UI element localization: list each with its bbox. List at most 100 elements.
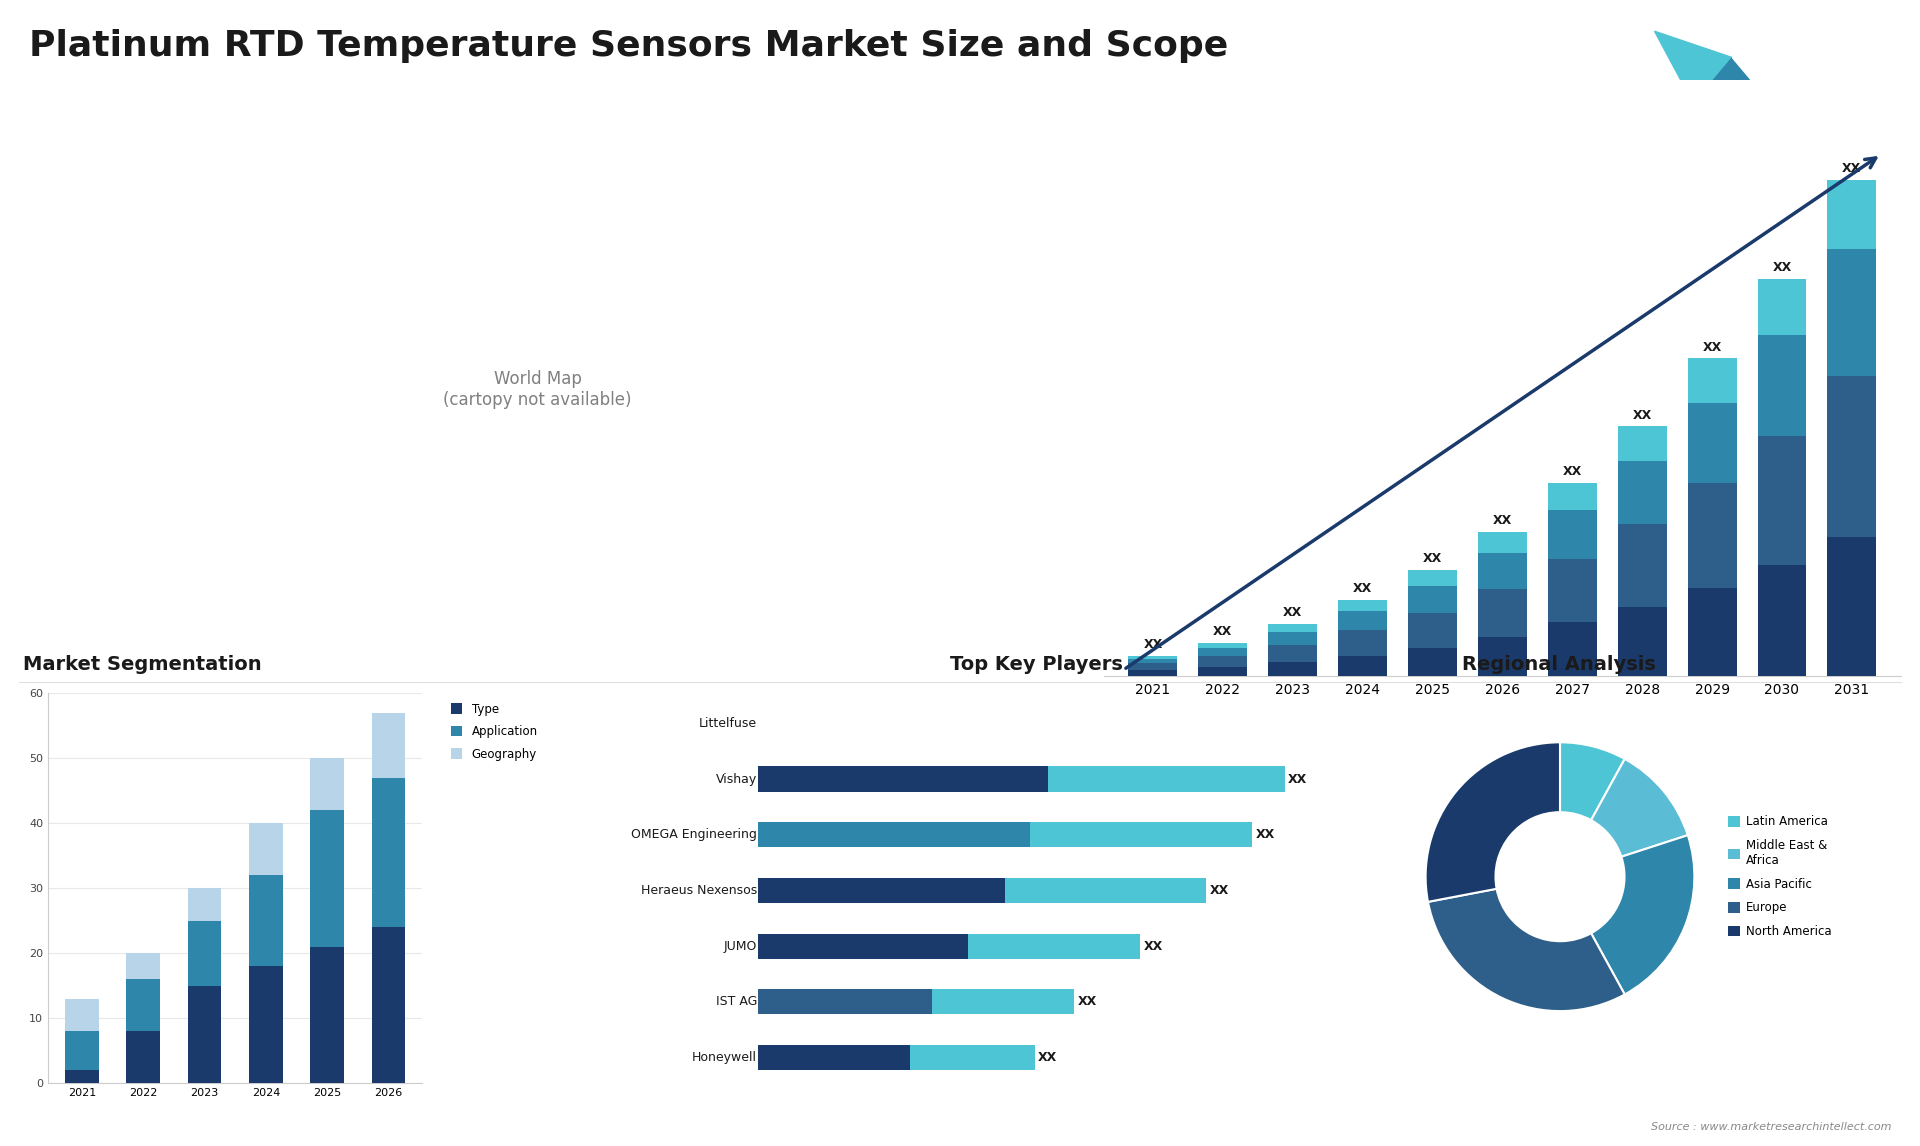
Bar [1029,822,1252,847]
Text: Market Segmentation: Market Segmentation [23,656,261,674]
Bar [1478,636,1526,676]
Bar [1407,586,1457,613]
Text: XX: XX [1772,261,1791,274]
Bar [758,822,1029,847]
Text: Vishay: Vishay [716,772,756,785]
Bar [1757,280,1807,335]
Text: XX: XX [1563,465,1582,478]
Bar [1198,643,1248,647]
Text: World Map
(cartopy not available): World Map (cartopy not available) [444,370,632,409]
Bar [1048,767,1284,792]
Bar [1619,606,1667,676]
Bar [1828,537,1876,676]
Bar [758,934,968,959]
Text: XX: XX [1632,408,1651,422]
Text: XX: XX [1354,582,1373,596]
Bar [1757,435,1807,565]
Bar [1269,623,1317,631]
Bar [1269,631,1317,644]
Text: Littelfuse: Littelfuse [699,716,756,730]
Bar [1338,611,1386,630]
Bar [1407,571,1457,586]
Wedge shape [1592,835,1693,995]
Text: INTELLECT: INTELLECT [1807,92,1864,102]
Bar [127,953,159,979]
Bar [311,947,344,1083]
Bar [1688,359,1736,402]
Bar [1478,589,1526,636]
Bar [1619,525,1667,606]
Bar [65,998,98,1031]
Text: XX: XX [1213,626,1233,638]
Bar [1548,484,1597,510]
Bar [1407,647,1457,676]
Text: XX: XX [1288,772,1308,785]
Text: IST AG: IST AG [716,996,756,1008]
Bar [1198,647,1248,656]
Text: XX: XX [1492,515,1513,527]
Bar [758,878,1004,903]
Bar [1548,559,1597,622]
Bar [311,810,344,947]
Bar [372,778,405,927]
Bar [1688,588,1736,676]
Bar [758,989,931,1014]
Text: Regional Analysis: Regional Analysis [1463,656,1655,674]
Bar [1828,180,1876,249]
Text: Platinum RTD Temperature Sensors Market Size and Scope: Platinum RTD Temperature Sensors Market … [29,29,1229,63]
Bar [968,934,1140,959]
Bar [1407,613,1457,647]
Text: RESEARCH: RESEARCH [1807,65,1864,76]
Polygon shape [1655,31,1732,103]
Text: XX: XX [1039,1051,1058,1065]
Text: XX: XX [1283,606,1302,619]
Text: XX: XX [1144,940,1164,952]
Text: XX: XX [1423,552,1442,565]
Bar [250,876,282,966]
Bar [1129,664,1177,669]
Text: XX: XX [1703,340,1722,353]
Bar [1129,659,1177,664]
Bar [1129,669,1177,676]
Wedge shape [1559,743,1624,821]
Wedge shape [1428,889,1624,1011]
Bar [1269,662,1317,676]
Bar [1129,656,1177,659]
Wedge shape [1592,759,1688,857]
Bar [1828,249,1876,376]
Text: XX: XX [1843,162,1862,175]
Text: XX: XX [1077,996,1096,1008]
Bar [1004,878,1206,903]
Bar [188,986,221,1083]
Text: Source : www.marketresearchintellect.com: Source : www.marketresearchintellect.com [1651,1122,1891,1132]
Bar [1619,426,1667,461]
Bar [910,1045,1035,1070]
Bar [188,920,221,986]
Text: Heraeus Nexensos: Heraeus Nexensos [641,884,756,897]
Text: XX: XX [1142,638,1162,651]
Bar [1338,630,1386,656]
Bar [758,767,1048,792]
Bar [1198,667,1248,676]
Bar [372,927,405,1083]
Bar [1478,552,1526,589]
Bar [372,713,405,778]
Bar [1269,644,1317,662]
Bar [127,1031,159,1083]
Text: Top Key Players: Top Key Players [950,656,1123,674]
Text: JUMO: JUMO [724,940,756,952]
Bar [1619,461,1667,525]
Bar [1338,656,1386,676]
Bar [65,1070,98,1083]
Bar [311,759,344,810]
Bar [1757,565,1807,676]
Bar [250,966,282,1083]
Bar [1198,656,1248,667]
Text: MARKET: MARKET [1812,39,1859,49]
Bar [188,888,221,920]
Bar [1688,402,1736,484]
Bar [1757,335,1807,435]
Text: Honeywell: Honeywell [691,1051,756,1065]
Text: OMEGA Engineering: OMEGA Engineering [632,829,756,841]
Text: XX: XX [1256,829,1275,841]
